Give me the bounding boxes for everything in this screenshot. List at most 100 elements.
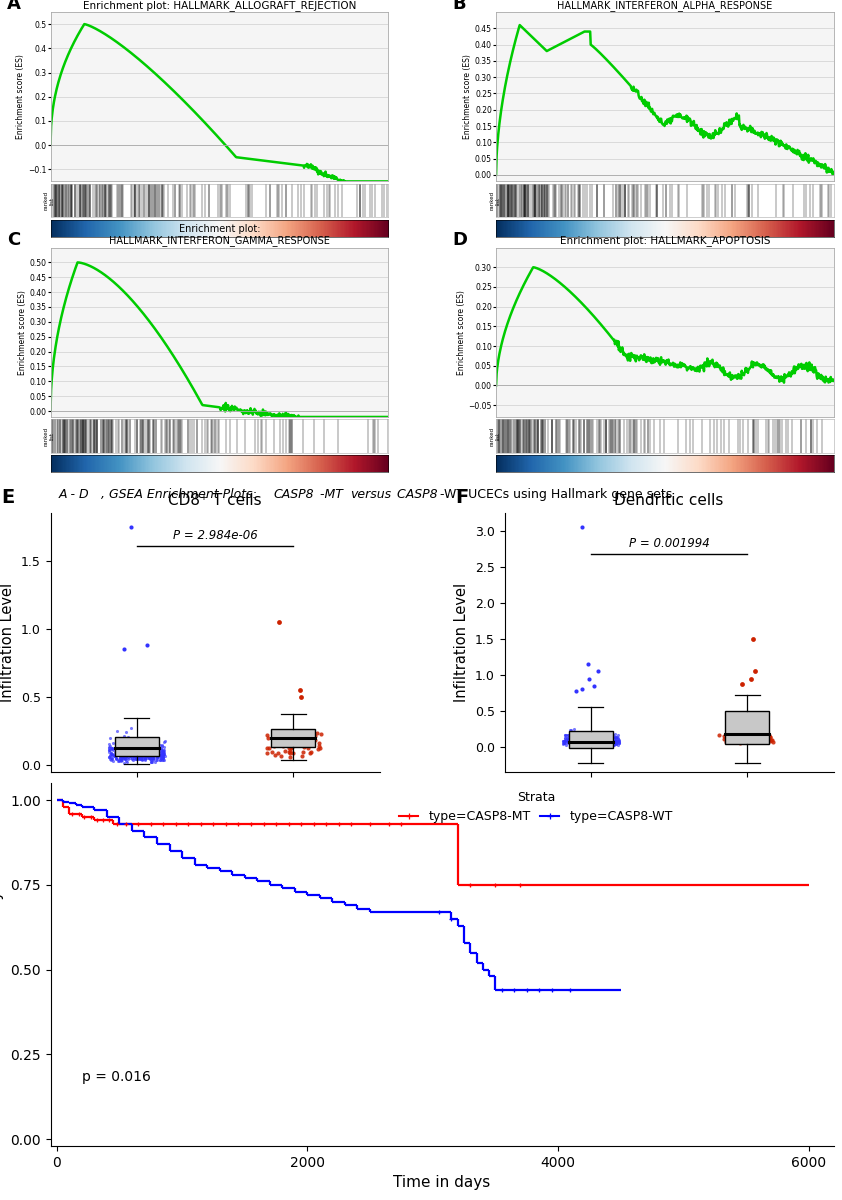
Point xyxy=(109,749,122,768)
Point xyxy=(147,743,161,762)
Point xyxy=(136,732,149,751)
Point xyxy=(136,748,149,767)
Point xyxy=(567,732,580,751)
Point xyxy=(139,746,152,766)
Point xyxy=(749,662,762,682)
Point xyxy=(145,743,158,762)
Point xyxy=(586,727,600,746)
Point xyxy=(584,734,597,754)
Point xyxy=(284,743,297,762)
Point xyxy=(596,727,610,746)
Point xyxy=(148,744,162,763)
Point xyxy=(611,731,625,750)
Point xyxy=(260,743,274,762)
Point xyxy=(569,731,583,750)
Point xyxy=(579,731,593,750)
Text: F: F xyxy=(456,487,468,506)
Point xyxy=(143,743,157,762)
Point xyxy=(762,725,775,744)
Point xyxy=(564,728,578,748)
Point xyxy=(565,728,578,748)
Point xyxy=(306,726,320,745)
Point xyxy=(122,739,136,758)
Point xyxy=(129,740,142,760)
Point xyxy=(568,733,581,752)
Point xyxy=(120,752,133,772)
Point xyxy=(583,670,596,689)
Point xyxy=(148,752,162,772)
Point xyxy=(744,670,758,689)
Point xyxy=(579,730,593,749)
Point xyxy=(133,748,147,767)
Y-axis label: ranked
list: ranked list xyxy=(489,426,500,445)
Point xyxy=(565,726,578,745)
Point xyxy=(278,740,291,760)
Point xyxy=(283,738,296,757)
Point xyxy=(569,731,583,750)
Bar xyxy=(115,737,158,756)
Point xyxy=(757,730,770,749)
Point xyxy=(612,730,626,749)
Point xyxy=(567,726,580,745)
Point xyxy=(109,743,123,762)
Point xyxy=(149,745,163,764)
Point xyxy=(600,727,613,746)
Point xyxy=(312,733,325,752)
Point xyxy=(579,726,593,745)
Point xyxy=(589,726,603,745)
Point xyxy=(109,749,122,768)
Point xyxy=(564,732,578,751)
Point xyxy=(145,746,158,766)
Point xyxy=(293,734,306,754)
Point xyxy=(133,738,147,757)
Point xyxy=(590,722,604,742)
Point xyxy=(157,740,171,760)
Point xyxy=(148,745,162,764)
Point xyxy=(115,742,128,761)
Point xyxy=(285,738,299,757)
Point xyxy=(141,742,155,761)
Point xyxy=(125,749,139,768)
Point xyxy=(584,731,597,750)
Point xyxy=(602,730,616,749)
Point xyxy=(589,724,602,743)
Point xyxy=(113,749,126,768)
Point xyxy=(136,739,150,758)
Point xyxy=(106,751,120,770)
Point xyxy=(105,739,119,758)
Point xyxy=(140,745,153,764)
Point xyxy=(566,726,579,745)
Point xyxy=(157,745,170,764)
Point xyxy=(568,730,581,749)
Point xyxy=(584,732,598,751)
Point xyxy=(577,730,590,749)
Point xyxy=(115,740,128,760)
Point xyxy=(125,745,139,764)
Point xyxy=(584,734,597,754)
Point xyxy=(729,728,743,748)
Point xyxy=(580,728,594,748)
Point xyxy=(562,732,576,751)
Point xyxy=(597,730,610,749)
Point xyxy=(596,731,610,750)
Point xyxy=(591,662,605,682)
Point xyxy=(593,732,606,751)
Point xyxy=(564,731,578,750)
Point xyxy=(147,744,160,763)
Point xyxy=(110,749,124,768)
Point xyxy=(572,726,585,745)
Point xyxy=(117,748,131,767)
Point xyxy=(600,726,614,745)
Point xyxy=(752,730,765,749)
Point xyxy=(139,742,152,761)
Point xyxy=(116,749,130,768)
Point xyxy=(305,743,318,762)
Point xyxy=(157,748,170,767)
Point xyxy=(149,745,163,764)
Point xyxy=(123,746,136,766)
Point xyxy=(597,731,610,750)
Point xyxy=(572,730,585,749)
Point xyxy=(568,733,581,752)
Point xyxy=(722,724,736,743)
Point xyxy=(590,731,604,750)
